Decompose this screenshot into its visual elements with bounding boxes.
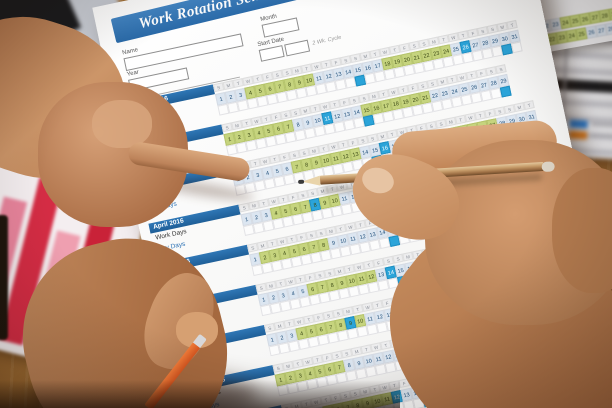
- pencil-hand-curled-fingers: [552, 168, 612, 293]
- year-label: Year: [126, 69, 140, 78]
- start-date-box: [284, 39, 311, 57]
- legend-swatch-blue: [569, 119, 588, 129]
- pointing-hand-knuckle: [92, 100, 152, 148]
- legend-swatch-orange: [568, 130, 588, 140]
- pay-cell: [510, 41, 523, 54]
- pencil-sharpened-tip: [301, 175, 321, 187]
- pay-cell: [499, 85, 512, 98]
- edge-shadow: [0, 215, 8, 340]
- pencil-end: [541, 160, 555, 172]
- bottom-shadow: [0, 380, 400, 408]
- weekday-cell: T: [506, 19, 518, 30]
- name-box: [123, 33, 244, 72]
- pencil-lead: [297, 179, 305, 184]
- start-date-box: [258, 45, 285, 62]
- cycle-note: 2 Wk. Cycle: [311, 34, 342, 47]
- weekday-cell: S: [495, 64, 507, 75]
- weekday-cell: T: [523, 100, 535, 111]
- day-cell: 28: [605, 21, 612, 36]
